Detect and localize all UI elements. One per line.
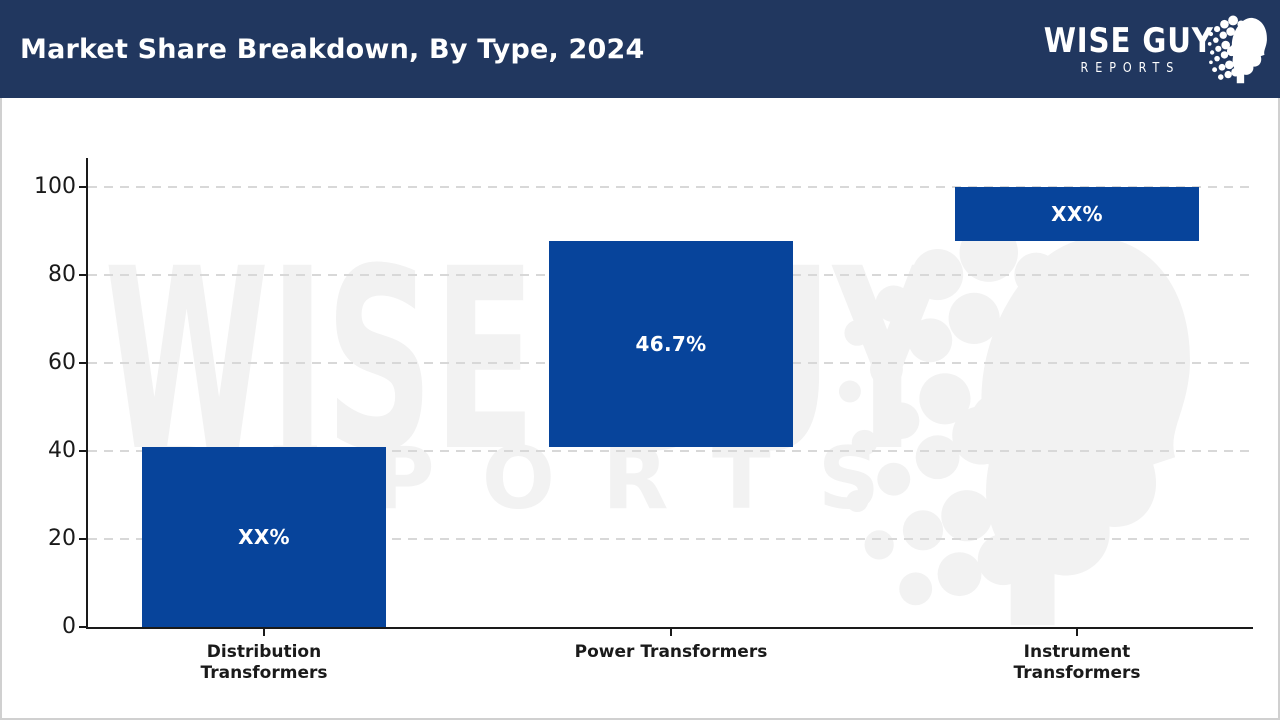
logo-wordmark: WISE GUY [1043, 21, 1214, 62]
bar-2: 46.7% [549, 241, 793, 447]
logo-face-icon [1206, 14, 1270, 86]
y-tick-label: 100 [34, 174, 76, 199]
wiseguy-logo: WISE GUY REPORTS [1016, 6, 1270, 94]
x-axis-line [86, 627, 1253, 629]
bar-value-label: 46.7% [635, 331, 707, 356]
bar-3: XX% [955, 187, 1199, 242]
grid-line-20 [88, 538, 1253, 540]
y-tick-mark [79, 362, 88, 364]
x-tick-mark [670, 629, 672, 636]
y-tick-mark [79, 450, 88, 452]
watermark-wordmark: WISE GUY [104, 215, 942, 506]
y-tick-label: 60 [48, 350, 76, 375]
x-tick-mark [1076, 629, 1078, 636]
y-tick-mark [79, 538, 88, 540]
x-category-label: Distribution Transformers [200, 642, 328, 683]
header-bar: Market Share Breakdown, By Type, 2024 WI… [0, 0, 1280, 98]
x-category-label: Instrument Transformers [1013, 642, 1141, 683]
y-tick-mark [79, 626, 88, 628]
y-axis-line [86, 158, 88, 629]
chart-title: Market Share Breakdown, By Type, 2024 [20, 33, 645, 65]
y-tick-label: 0 [62, 614, 76, 639]
logo-text: WISE GUY REPORTS [1043, 21, 1214, 76]
x-category-label: Power Transformers [574, 642, 768, 662]
bar-1: XX% [142, 446, 386, 627]
y-tick-mark [79, 274, 88, 276]
y-tick-label: 40 [48, 438, 76, 463]
x-tick-mark [263, 629, 265, 636]
grid-line-100 [88, 186, 1253, 188]
y-tick-label: 80 [48, 262, 76, 287]
bar-value-label: XX% [238, 524, 290, 549]
y-tick-mark [79, 186, 88, 188]
watermark-face-icon [828, 222, 1208, 634]
bar-value-label: XX% [1051, 202, 1103, 227]
logo-subtext: REPORTS [1080, 60, 1181, 76]
grid-line-40 [88, 450, 1253, 452]
y-tick-label: 20 [48, 526, 76, 551]
